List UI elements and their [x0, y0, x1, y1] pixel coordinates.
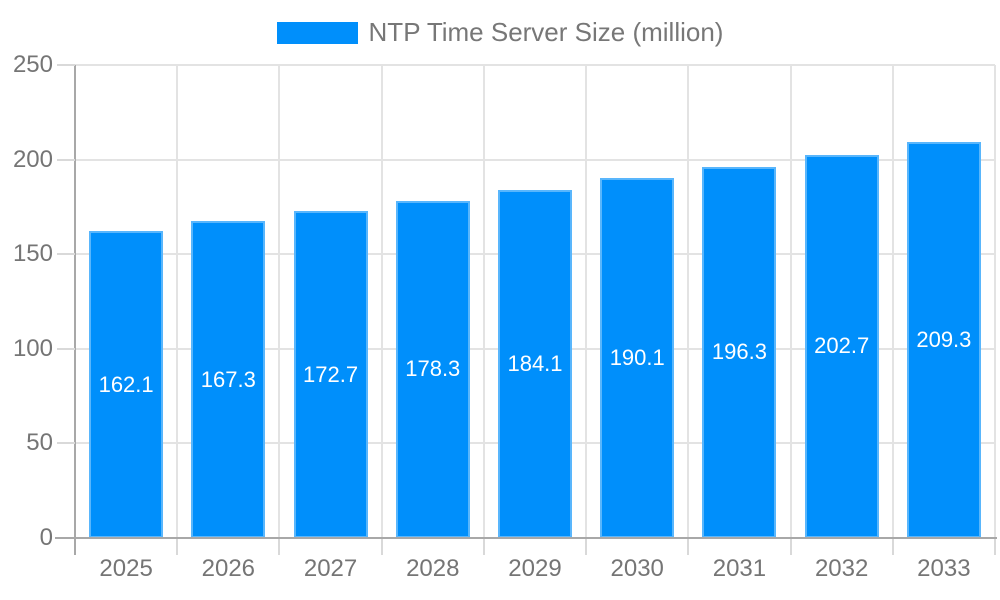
legend-color-swatch: [276, 21, 358, 44]
x-axis-tick: [994, 539, 996, 555]
bar-2029: 184.1: [498, 189, 572, 538]
x-axis-tick: [891, 539, 894, 555]
y-axis-tick: [57, 253, 75, 256]
x-axis-tick: [278, 539, 281, 555]
bar-2030: 190.1: [600, 178, 675, 538]
gridline-vertical: [585, 65, 588, 538]
x-axis-tick: [687, 539, 690, 555]
x-axis-tick-label: 2025: [99, 555, 153, 582]
x-axis-line: [55, 537, 997, 539]
bar-value-label: 209.3: [916, 327, 972, 352]
x-axis-tick-label: 2029: [508, 555, 562, 582]
x-axis-tick: [482, 539, 485, 555]
gridline-vertical: [891, 65, 894, 538]
bar-value-label: 190.1: [609, 345, 665, 371]
bar-value-label: 202.7: [814, 333, 870, 359]
x-axis-tick-label: 2027: [303, 555, 358, 582]
gridline-horizontal: [75, 158, 995, 161]
gridline-vertical: [278, 65, 281, 538]
y-axis-tick-label: 50: [26, 429, 53, 457]
y-axis-tick: [57, 442, 75, 445]
bar-value-label: 162.1: [98, 371, 154, 397]
bar-value-label: 172.7: [303, 361, 359, 387]
x-axis-tick: [380, 539, 383, 555]
x-axis-tick: [176, 539, 179, 555]
bar-2025: 162.1: [89, 231, 164, 538]
x-axis-tick: [585, 539, 588, 555]
y-axis-tick-label: 250: [12, 51, 53, 78]
y-axis-line: [74, 65, 76, 555]
bar-2033: 209.3: [906, 142, 981, 538]
y-axis-tick-label: 0: [39, 524, 53, 551]
bar-value-label: 167.3: [200, 366, 256, 392]
x-axis-tick: [789, 539, 792, 555]
x-axis-tick-label: 2031: [712, 555, 767, 582]
bar-value-label: 196.3: [711, 339, 767, 365]
gridline-vertical: [994, 65, 996, 538]
x-axis-tick-label: 2028: [406, 555, 460, 582]
gridline-vertical: [789, 65, 792, 538]
y-axis-tick-label: 150: [12, 240, 53, 268]
bar-value-label: 178.3: [405, 356, 461, 382]
y-axis-tick: [57, 347, 75, 350]
bar-2028: 178.3: [395, 200, 470, 538]
bar-value-label: 184.1: [507, 350, 563, 376]
bar-2031: 196.3: [702, 166, 777, 538]
gridline-vertical: [687, 65, 690, 538]
x-axis-tick-label: 2030: [610, 555, 664, 582]
plot-area: 162.1 167.3 172.7 178.3 184.1 190.1 196.3 202.7…: [75, 64, 996, 538]
x-axis-tick-label: 2032: [814, 555, 869, 582]
gridline-horizontal: [75, 64, 995, 66]
bar-2027: 172.7: [293, 211, 368, 538]
x-axis-tick-label: 2026: [201, 555, 256, 582]
gridline-vertical: [380, 65, 383, 538]
gridline-vertical: [176, 65, 179, 538]
x-axis-tick-label: 2033: [917, 555, 971, 582]
y-axis-tick: [57, 64, 75, 66]
bar-2032: 202.7: [804, 154, 879, 538]
chart-legend: NTP Time Server Size (million): [0, 17, 1000, 48]
gridline-vertical: [482, 65, 485, 538]
bar-2026: 167.3: [191, 221, 266, 538]
y-axis-tick-label: 200: [12, 145, 53, 173]
legend-series-label: NTP Time Server Size (million): [368, 17, 724, 47]
y-axis-tick-label: 100: [12, 334, 53, 362]
legend-item-ntp-series[interactable]: NTP Time Server Size (million): [276, 17, 724, 48]
y-axis-tick: [57, 158, 75, 161]
